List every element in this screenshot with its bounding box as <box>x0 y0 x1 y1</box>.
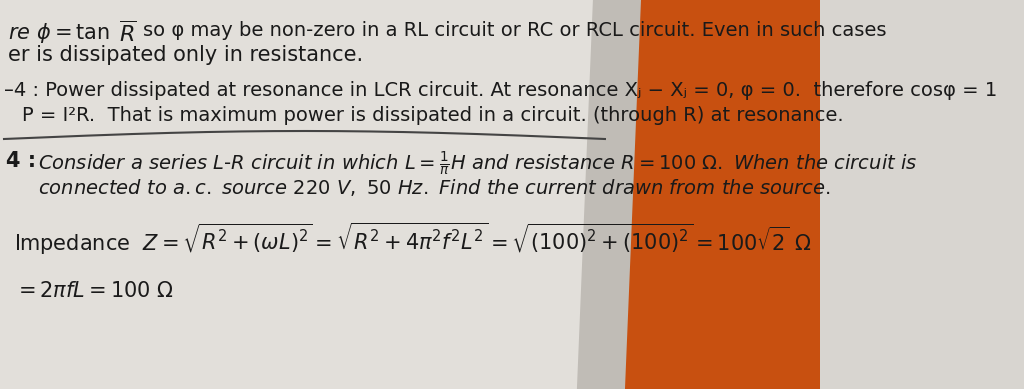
Text: 4 :: 4 : <box>6 151 37 171</box>
Text: $\it{connected\ to\ a.c.\ source\ 220\ V,\ 50\ Hz.\ Find\ the\ current\ drawn\ f: $\it{connected\ to\ a.c.\ source\ 220\ V… <box>39 177 831 198</box>
Text: $\overline{R}$: $\overline{R}$ <box>119 21 136 46</box>
Text: Impedance  $Z = \sqrt{R^2 + (\omega L)^2} = \sqrt{R^2 + 4\pi^2 f^2 L^2} = \sqrt{: Impedance $Z = \sqrt{R^2 + (\omega L)^2}… <box>14 221 812 257</box>
Text: er is dissipated only in resistance.: er is dissipated only in resistance. <box>8 45 364 65</box>
Text: $\it{Consider\ a\ series\ L\text{-}R\ circuit\ in\ which\ }$$L = \frac{1}{\pi}H$: $\it{Consider\ a\ series\ L\text{-}R\ ci… <box>39 149 919 177</box>
Bar <box>0 0 625 389</box>
Text: –4 : Power dissipated at resonance in LCR circuit. At resonance Xⱼ − Xⱼ = 0, φ =: –4 : Power dissipated at resonance in LC… <box>4 81 997 100</box>
Text: $= 2\pi fL = 100\ \Omega$: $= 2\pi fL = 100\ \Omega$ <box>14 281 174 301</box>
Text: so φ may be non-zero in a RL circuit or RC or RCL circuit. Even in such cases: so φ may be non-zero in a RL circuit or … <box>142 21 886 40</box>
Bar <box>601 0 820 389</box>
Polygon shape <box>577 0 641 389</box>
Text: $re\ \phi = \tan$: $re\ \phi = \tan$ <box>8 21 110 45</box>
Text: P = I²R.  That is maximum power is dissipated in a circuit. (through R) at reson: P = I²R. That is maximum power is dissip… <box>23 106 844 125</box>
